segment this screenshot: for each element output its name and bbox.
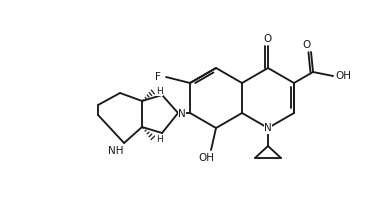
Text: N: N bbox=[264, 123, 272, 133]
Text: N: N bbox=[178, 109, 186, 119]
Text: OH: OH bbox=[198, 153, 214, 163]
Text: OH: OH bbox=[335, 71, 351, 81]
Text: H: H bbox=[156, 134, 163, 143]
Text: O: O bbox=[302, 40, 310, 50]
Text: H: H bbox=[156, 86, 163, 95]
Text: NH: NH bbox=[108, 146, 124, 156]
Text: O: O bbox=[264, 34, 272, 44]
Text: F: F bbox=[155, 72, 161, 82]
